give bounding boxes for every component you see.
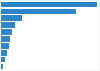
Bar [1, 43, 8, 49]
Bar [1, 50, 7, 56]
Bar [1, 29, 12, 35]
Bar [1, 57, 5, 62]
Bar [1, 22, 15, 28]
Bar [1, 15, 22, 21]
Bar [1, 2, 97, 7]
Bar [1, 9, 76, 14]
Bar [1, 64, 3, 69]
Bar [1, 36, 10, 42]
